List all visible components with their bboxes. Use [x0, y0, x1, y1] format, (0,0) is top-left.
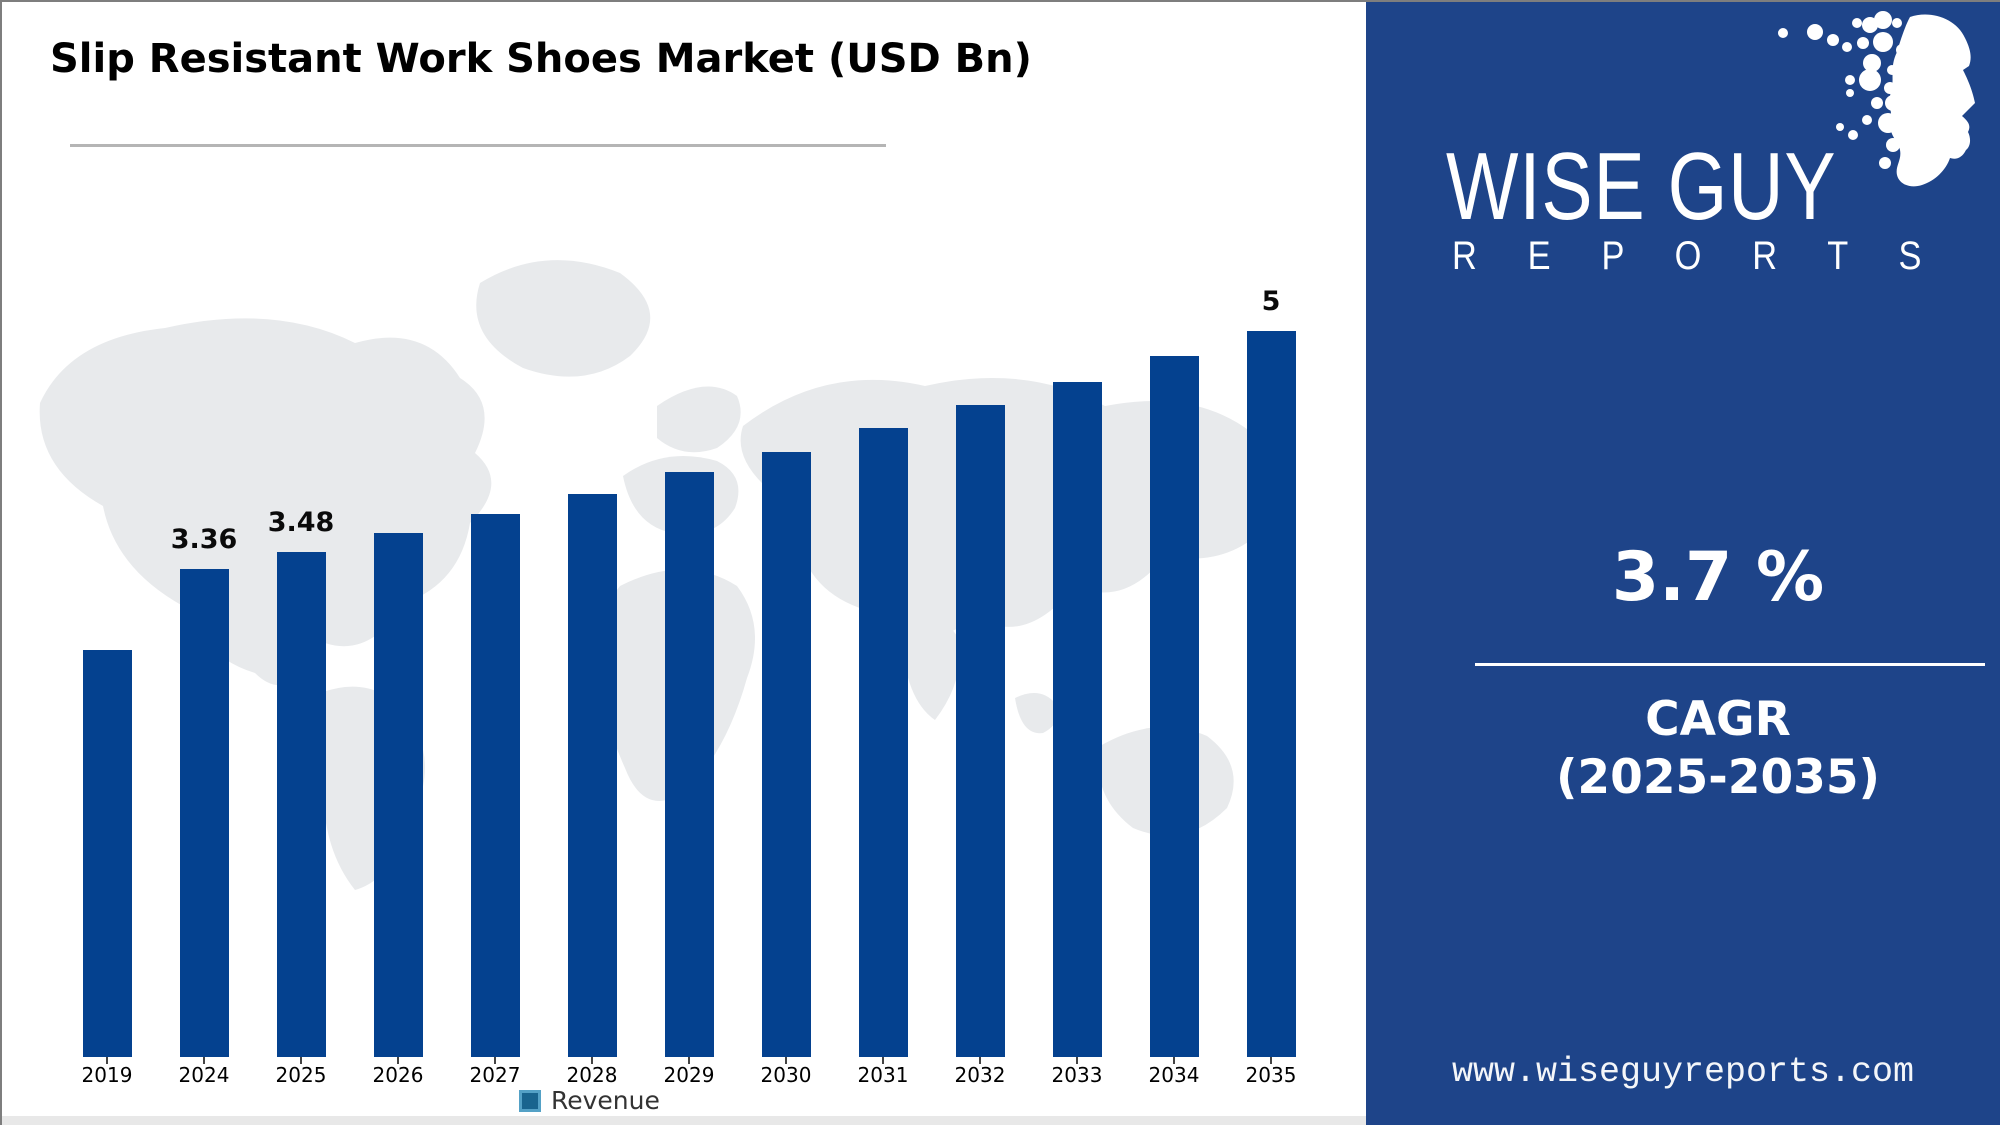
chart-panel: Slip Resistant Work Shoes Market (USD Bn…	[0, 36, 1366, 1125]
x-axis-tick	[882, 1057, 884, 1064]
x-axis-label-2028: 2028	[566, 1063, 618, 1087]
bar-value-label-2024: 3.36	[170, 524, 238, 555]
cagr-label: CAGR	[1645, 692, 1791, 747]
website-link[interactable]: www.wiseguyreports.com	[1451, 1052, 1915, 1092]
x-axis-label-2027: 2027	[469, 1063, 521, 1087]
head-profile-logo-icon	[1778, 11, 1975, 187]
x-axis-tick	[494, 1057, 496, 1064]
title-divider	[70, 144, 886, 147]
x-axis-tick	[1076, 1057, 1078, 1064]
chart-title: Slip Resistant Work Shoes Market (USD Bn…	[50, 36, 1032, 82]
x-axis-label-2026: 2026	[372, 1063, 424, 1087]
x-axis-label-2031: 2031	[857, 1063, 909, 1087]
cagr-divider	[1475, 663, 1985, 666]
bar-2035[interactable]	[1246, 331, 1296, 1057]
x-axis-tick	[1173, 1057, 1175, 1064]
x-axis-tick	[203, 1057, 205, 1064]
x-axis-tick	[688, 1057, 690, 1064]
x-axis-tick	[397, 1057, 399, 1064]
bar-2027[interactable]	[470, 514, 520, 1057]
bar-2026[interactable]	[373, 533, 423, 1057]
x-axis-label-2035: 2035	[1245, 1063, 1297, 1087]
x-axis-tick	[591, 1057, 593, 1064]
bar-value-label-2025: 3.48	[267, 507, 335, 538]
x-axis-tick	[1270, 1057, 1272, 1064]
bar-2024[interactable]	[179, 569, 229, 1057]
bar-2032[interactable]	[955, 405, 1005, 1057]
bar-chart: 2019 3.36 2024 3.48 2025 2026 2027 2028 2029 2030…	[81, 286, 1297, 1087]
x-axis-tick	[979, 1057, 981, 1064]
bar-value-label-2035: 5	[1261, 286, 1281, 317]
logo-wordmark: WISE GUY	[1446, 133, 1837, 240]
bar-2030[interactable]	[761, 452, 811, 1057]
bar-2034[interactable]	[1149, 356, 1199, 1057]
bar-2019[interactable]	[82, 650, 132, 1057]
x-axis-label-2032: 2032	[954, 1063, 1006, 1087]
x-axis-label-2033: 2033	[1051, 1063, 1103, 1087]
x-axis-tick	[106, 1057, 108, 1064]
x-axis-label-2030: 2030	[760, 1063, 812, 1087]
bar-2029[interactable]	[664, 472, 714, 1057]
legend-swatch-icon	[519, 1089, 541, 1112]
bar-2033[interactable]	[1052, 382, 1102, 1057]
x-axis-tick	[300, 1057, 302, 1064]
x-axis-label-2025: 2025	[275, 1063, 327, 1087]
page-border-left	[0, 0, 2, 1125]
cagr-period: (2025-2035)	[1555, 750, 1881, 805]
x-axis-label-2024: 2024	[178, 1063, 230, 1087]
x-axis-label-2034: 2034	[1148, 1063, 1200, 1087]
bar-2025[interactable]	[276, 552, 326, 1057]
bottom-decoration-strip	[0, 1116, 1366, 1125]
page-border-top	[0, 0, 2000, 2]
cagr-value: 3.7 %	[1611, 538, 1825, 617]
x-axis-tick	[785, 1057, 787, 1064]
x-axis-label-2029: 2029	[663, 1063, 715, 1087]
bar-2031[interactable]	[858, 428, 908, 1057]
brand-sidebar: WISE GUY R E P O R T S 3.7 % CAGR	[1366, 0, 2000, 1125]
bar-2028[interactable]	[567, 494, 617, 1057]
x-axis-label-2019: 2019	[81, 1063, 133, 1087]
wise-guy-reports-logo: WISE GUY R E P O R T S	[1366, 0, 2000, 330]
legend-item-revenue[interactable]: Revenue	[519, 1086, 660, 1115]
logo-subtitle: R E P O R T S	[1452, 234, 1943, 278]
legend-label: Revenue	[551, 1086, 660, 1115]
